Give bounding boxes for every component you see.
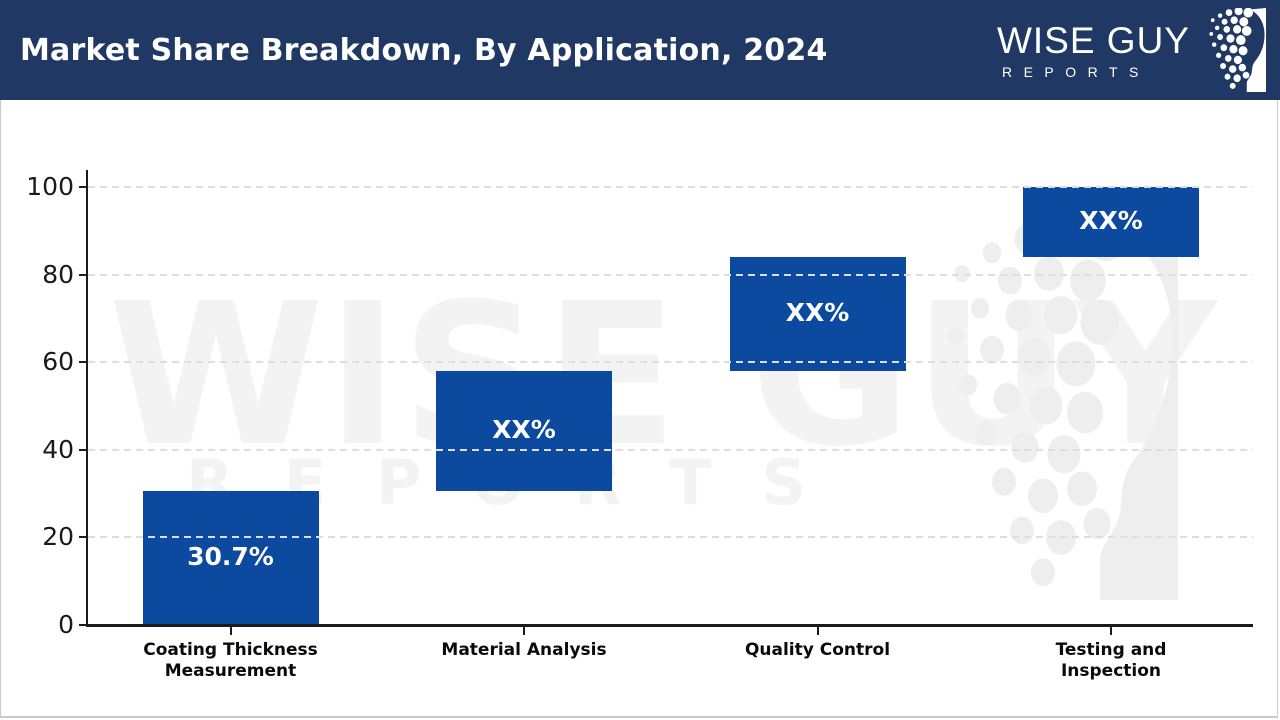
y-axis-label: 60	[42, 347, 74, 377]
bar	[142, 490, 319, 625]
page-title: Market Share Breakdown, By Application, …	[20, 32, 828, 68]
x-axis-label-line: Measurement	[164, 661, 297, 681]
y-axis-line	[86, 170, 88, 627]
x-axis-label: Quality Control	[678, 640, 958, 661]
x-axis-label-line: Coating Thickness	[143, 640, 318, 660]
bar-value-label: XX%	[492, 414, 556, 444]
logo-subtext: REPORTS	[1001, 63, 1150, 80]
y-axis-label: 40	[42, 434, 74, 464]
y-tick	[79, 186, 87, 188]
x-tick	[1110, 627, 1112, 635]
bar-value-label: XX%	[1079, 206, 1143, 236]
x-axis-label-line: Testing and	[1055, 640, 1167, 660]
header-bar: Market Share Breakdown, By Application, …	[0, 0, 1280, 100]
y-axis-label: 80	[42, 259, 74, 289]
x-axis-label-line: Inspection	[1060, 661, 1162, 681]
x-tick	[229, 627, 232, 635]
bar	[436, 370, 612, 491]
grid-line	[88, 273, 1253, 276]
x-axis-label: Testing and Inspection	[971, 640, 1251, 682]
x-axis-label: Material Analysis	[384, 640, 664, 661]
y-tick	[79, 536, 87, 539]
grid-line	[88, 186, 1253, 188]
y-axis-label: 0	[58, 610, 74, 639]
bar-value-label: 30.7%	[187, 541, 274, 571]
x-tick	[523, 627, 525, 635]
x-axis-label: Coating Thickness Measurement	[91, 640, 371, 682]
x-tick	[816, 627, 819, 635]
y-tick	[79, 273, 87, 276]
y-tick	[79, 624, 87, 626]
wiseguy-face-icon	[1209, 8, 1266, 92]
grid-line	[88, 361, 1253, 364]
y-axis-label: 20	[42, 522, 74, 552]
y-tick	[79, 448, 87, 451]
bar-value-label: XX%	[785, 298, 850, 328]
y-axis-label: 100	[26, 172, 74, 201]
y-tick	[79, 361, 87, 364]
x-axis-label-line: Material Analysis	[441, 640, 607, 660]
wiseguy-logo: WISE GUY REPORTS	[997, 8, 1266, 92]
bar	[1023, 187, 1199, 258]
grid-line	[88, 448, 1253, 451]
grid-line	[88, 536, 1253, 539]
logo-text: WISE GUY REPORTS	[996, 19, 1190, 80]
x-axis-label-line: Quality Control	[744, 640, 891, 660]
x-axis-line	[86, 624, 1253, 627]
bar	[729, 257, 906, 371]
logo-wordmark: WISE GUY	[996, 19, 1190, 61]
